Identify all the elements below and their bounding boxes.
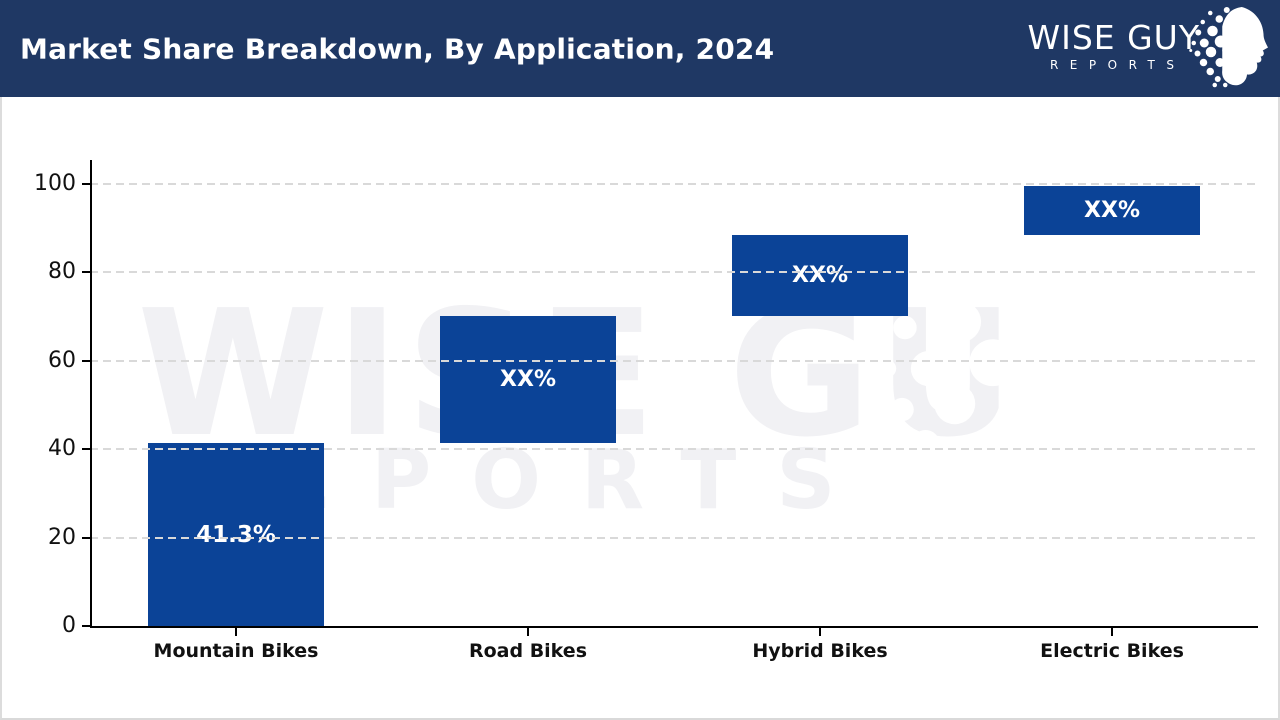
y-axis	[90, 160, 92, 628]
x-category-label: Electric Bikes	[1040, 640, 1184, 662]
header: Market Share Breakdown, By Application, …	[0, 0, 1280, 97]
y-tick-label-20: 20	[48, 524, 76, 550]
bar-segment: 41.3%	[148, 443, 324, 626]
y-tickmark-80	[82, 271, 90, 274]
x-tickmark	[235, 628, 237, 636]
y-tickmark-60	[82, 359, 90, 362]
x-category-label: Road Bikes	[468, 640, 588, 662]
gridline-80	[90, 271, 1258, 274]
y-tick-label-60: 60	[48, 347, 76, 373]
bar-value-label: XX%	[792, 262, 848, 288]
y-tickmark-40	[82, 448, 90, 451]
dotted-face-icon	[1187, 7, 1268, 88]
bar-value-label: 41.3%	[196, 521, 276, 548]
logo-text: WISE GUY REPORTS	[1027, 20, 1200, 74]
watermark-face-icon	[864, 228, 1178, 542]
logo-subtitle: REPORTS	[1049, 58, 1186, 72]
y-tick-label-100: 100	[34, 171, 76, 196]
logo-wordmark: WISE GUY	[1027, 18, 1200, 57]
bar-value-label: XX%	[1084, 198, 1140, 223]
x-tickmark	[527, 628, 529, 636]
x-category-label: Mountain Bikes	[153, 640, 319, 662]
bar-value-label: XX%	[500, 367, 556, 393]
chart-area: WISE GU REPORTS 41.3% XX% XX% XX% 0 20 40 60 80 1…	[0, 97, 1280, 720]
y-tick-label-40: 40	[48, 436, 76, 462]
gridline-20	[90, 536, 1258, 539]
plot: 41.3% XX% XX% XX% 0 20 40 60 80 100 Mountain Bikes…	[2, 97, 1280, 718]
y-tick-label-0: 0	[62, 613, 76, 638]
gridline-40	[90, 448, 1258, 451]
x-tickmark	[1111, 628, 1113, 636]
gridline-60	[90, 359, 1258, 362]
page-title: Market Share Breakdown, By Application, …	[20, 32, 775, 65]
x-axis	[90, 626, 1258, 628]
x-tickmark	[819, 628, 821, 636]
y-tickmark-100	[82, 183, 90, 185]
y-tick-label-80: 80	[48, 259, 76, 285]
bar-segment: XX%	[732, 234, 908, 317]
x-category-label: Hybrid Bikes	[752, 640, 888, 662]
y-tickmark-20	[82, 536, 90, 539]
wise-guy-logo: WISE GUY REPORTS	[1022, 0, 1272, 97]
y-tickmark-0	[82, 625, 90, 627]
bar-segment: XX%	[440, 316, 616, 444]
gridline-100	[90, 183, 1258, 185]
bar-segment: XX%	[1024, 186, 1200, 235]
